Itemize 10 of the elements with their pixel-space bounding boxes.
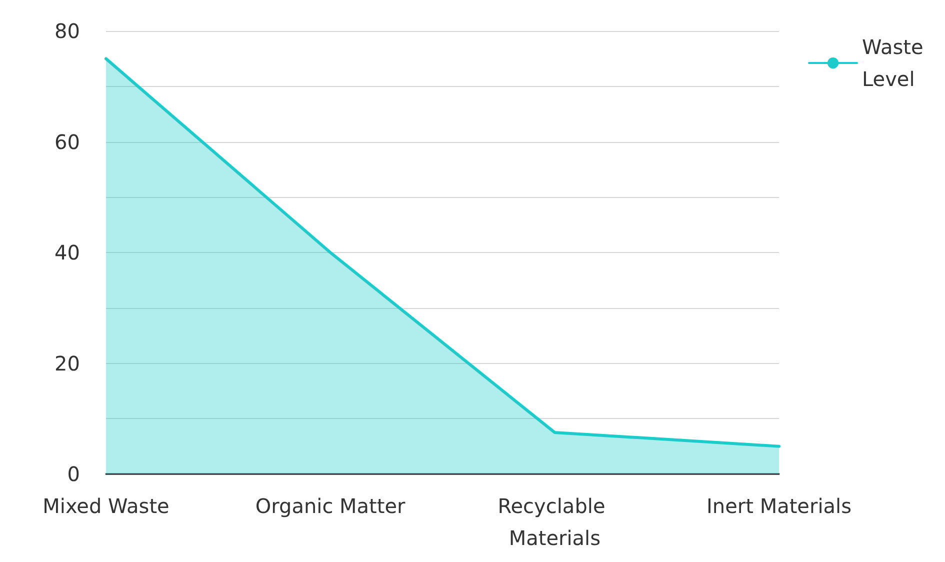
y-tick-label: 60 (54, 130, 80, 154)
y-tick-label: 0 (67, 462, 80, 486)
y-tick-label: 20 (54, 351, 80, 376)
y-tick-label: 40 (54, 240, 80, 264)
x-tick-label: Recyclable Materials (498, 494, 612, 550)
x-tick-label: Organic Matter (255, 494, 406, 518)
x-tick-label: Mixed Waste (42, 494, 170, 518)
y-tick-label: 80 (54, 19, 80, 43)
x-tick-label: Inert Materials (706, 494, 852, 518)
legend-label: Waste Level (862, 35, 930, 91)
